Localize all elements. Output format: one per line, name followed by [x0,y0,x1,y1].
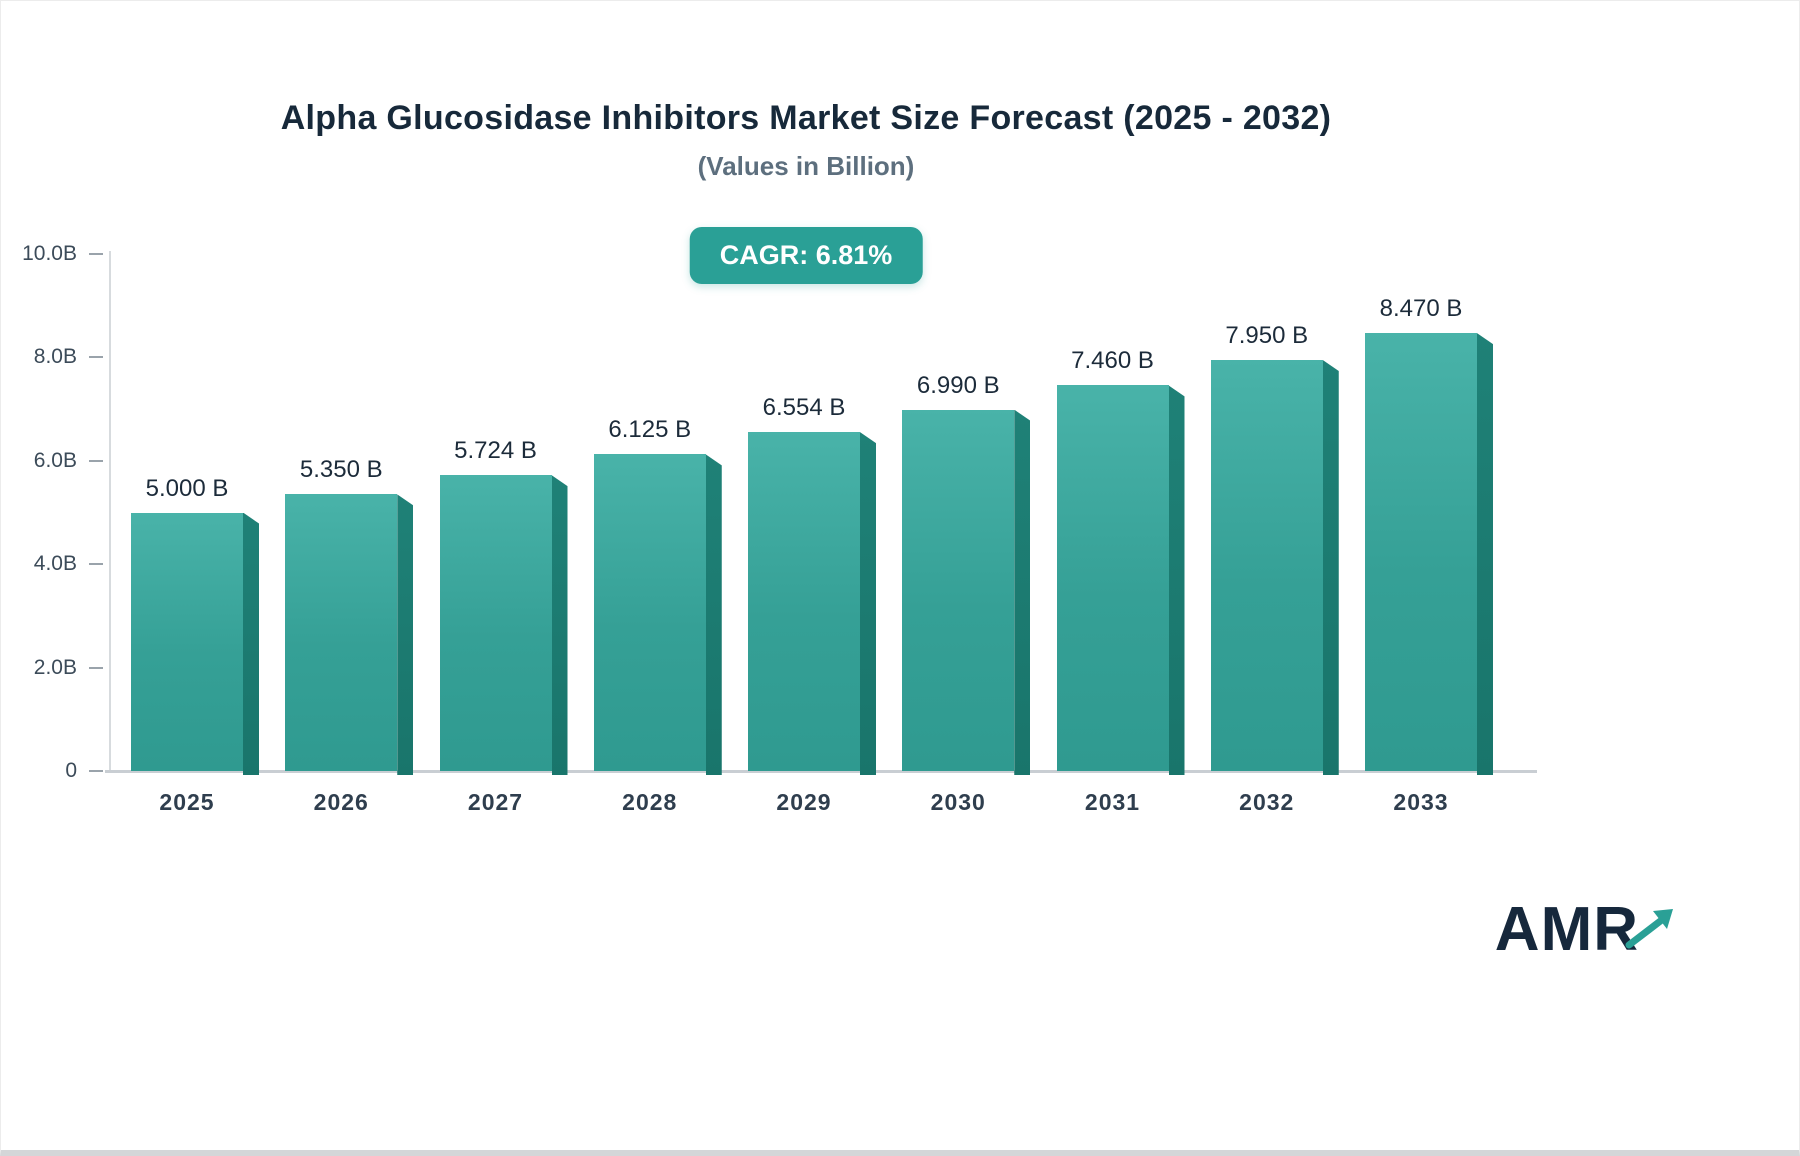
bar-value-label: 6.554 B [762,394,846,422]
bar-main-face [748,432,860,771]
x-axis-label: 2032 [1239,789,1295,815]
x-axis-label: 2029 [776,789,832,815]
x-axis-label: 2030 [930,789,986,815]
bar-side-face [551,475,568,775]
bar-2032: 7.950 B [1210,322,1339,775]
x-axis-line [105,770,1537,773]
y-axis-tick [89,770,103,772]
bar-main-face [902,409,1015,771]
y-axis-label: 8.0B [33,345,77,369]
bar-main-face [439,475,552,771]
bar-2025: 5.000 B [131,475,259,775]
x-axis-label: 2025 [159,789,215,815]
chart-subtitle: (Values in Billion) [697,151,915,181]
bar-main-face [1210,359,1323,771]
y-axis-tick [89,563,103,566]
x-axis-label: 2033 [1393,789,1449,815]
y-axis-tick [89,356,103,359]
bar-side-face [397,494,414,775]
bar-value-label: 8.470 B [1379,295,1463,323]
bar-2029: 6.554 B [748,394,876,775]
y-axis-label: 10.0B [22,242,77,265]
bar-main-face [1365,333,1477,771]
bar-side-face [1014,409,1031,775]
x-axis-label: 2031 [1084,789,1141,815]
bar-2026: 5.350 B [285,456,414,775]
bar-2033: 8.470 B [1365,295,1493,775]
chart-title: Alpha Glucosidase Inhibitors Market Size… [280,99,1332,137]
y-axis-tick [89,459,103,462]
bar-2027: 5.724 B [439,437,568,775]
bar-2031: 7.460 B [1056,347,1185,775]
bar-side-face [1477,333,1493,775]
y-axis-label: 0 [65,759,77,782]
amr-logo-text: AMR [1494,895,1639,964]
bar-side-face [243,512,259,775]
bar-side-face [705,454,722,775]
bar-main-face [285,494,398,771]
bar-value-label: 7.950 B [1225,321,1309,349]
bar-value-label: 5.724 B [454,437,537,465]
bar-value-label: 7.460 B [1071,347,1154,375]
y-axis-label: 2.0B [33,655,77,679]
bar-side-face [1168,385,1185,775]
bar-value-label: 5.350 B [299,456,383,484]
y-axis-tick [89,253,103,255]
bar-value-label: 6.125 B [608,416,692,444]
bar-main-face [131,512,243,771]
bar-value-label: 5.000 B [145,474,229,502]
y-axis-label: 4.0B [33,552,77,576]
cagr-badge: CAGR: 6.81% [689,227,923,284]
trend-up-arrow-icon [1625,905,1677,958]
y-axis-line [109,251,111,771]
x-axis-label: 2027 [467,789,524,815]
bar-2030: 6.990 B [902,372,1031,775]
amr-logo: AMR [1495,899,1691,961]
bar-side-face [1322,359,1339,775]
bar-main-face [593,454,706,771]
bar-2028: 6.125 B [593,416,722,775]
bar-side-face [860,432,876,775]
y-axis-tick [89,666,103,669]
x-axis-label: 2028 [622,789,678,815]
x-axis-label: 2026 [313,789,369,815]
bar-value-label: 6.990 B [916,371,1000,399]
bar-main-face [1056,385,1169,771]
y-axis-label: 6.0B [33,448,77,472]
